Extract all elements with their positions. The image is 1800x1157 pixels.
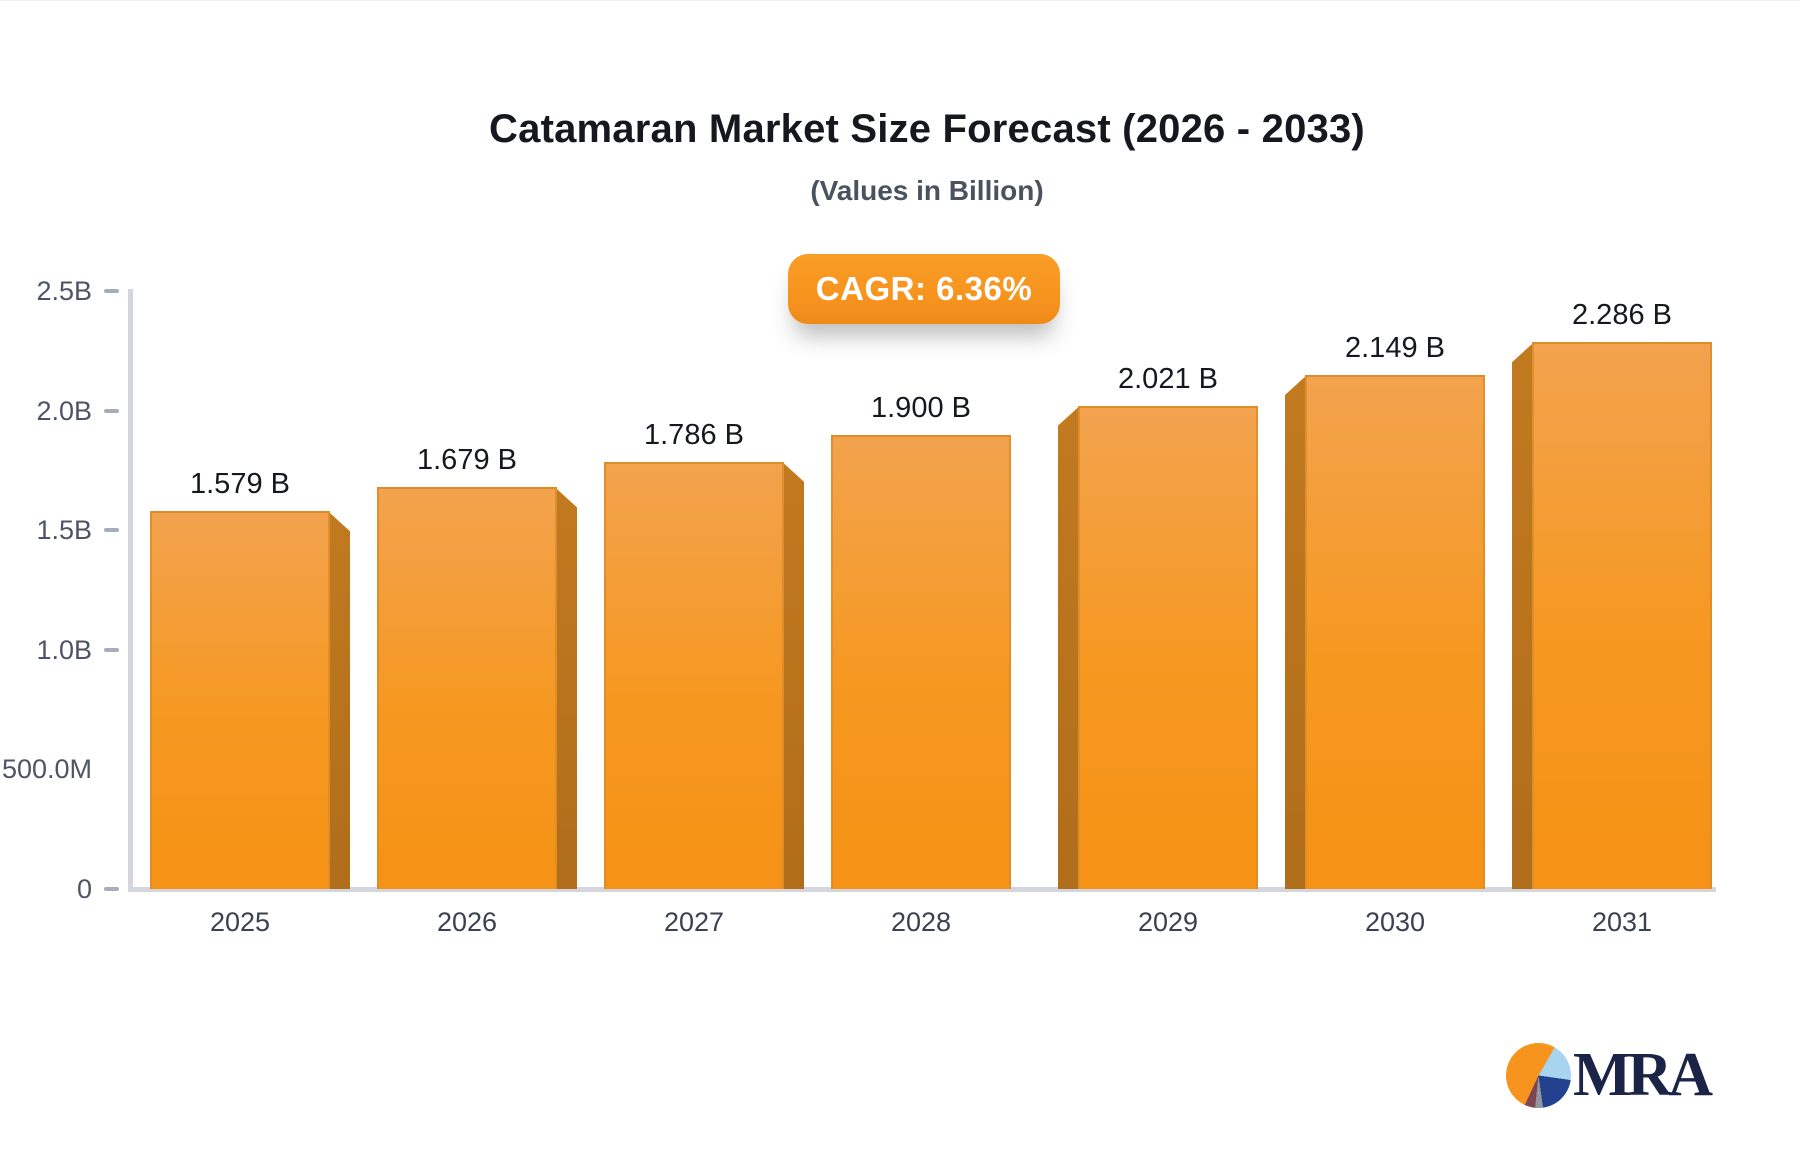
y-axis-tick-mark <box>104 887 119 891</box>
bar-2031[interactable] <box>1532 342 1712 889</box>
y-axis-tick-mark <box>104 647 119 652</box>
mra-logo: MRA <box>1506 1041 1713 1109</box>
x-axis-label: 2025 <box>209 907 271 937</box>
bar-value-label: 2.149 B <box>1345 331 1445 364</box>
bar-2026[interactable] <box>377 487 557 889</box>
chart-subtitle: (Values in Billion) <box>810 175 1044 206</box>
x-axis-label: 2028 <box>890 907 952 937</box>
logo-text: MRA <box>1573 1041 1713 1109</box>
y-axis-tick-label: 500.0M <box>1 754 92 785</box>
bar-side-face <box>1512 342 1534 889</box>
y-axis-tick-label: 1.0B <box>36 634 92 665</box>
bar-side-face <box>555 487 577 889</box>
bar-value-label: 1.679 B <box>417 444 517 477</box>
y-axis-tick-mark <box>104 528 119 533</box>
bar-2027[interactable] <box>604 461 784 889</box>
bar-2028[interactable] <box>831 434 1011 889</box>
x-axis-label: 2029 <box>1137 907 1199 937</box>
y-axis-tick-label: 1.5B <box>36 515 92 546</box>
bar-2025[interactable] <box>150 511 330 889</box>
bar-side-face <box>1058 405 1080 889</box>
bar-side-face <box>328 511 350 889</box>
y-axis-tick-label: 2.0B <box>36 395 92 426</box>
bar-side-face <box>782 461 804 889</box>
cagr-badge: CAGR: 6.36% <box>788 254 1060 324</box>
chart-title: Catamaran Market Size Forecast (2026 - 2… <box>489 107 1365 151</box>
bar-value-label: 2.286 B <box>1572 299 1672 332</box>
y-axis-tick-label: 0 <box>76 874 92 904</box>
bar-value-label: 1.579 B <box>190 468 290 501</box>
bar-side-face <box>1285 374 1307 889</box>
y-axis-tick-label: 2.5B <box>36 276 92 306</box>
bar-2030[interactable] <box>1305 374 1485 889</box>
x-axis-label: 2027 <box>663 907 725 937</box>
x-axis-label: 2026 <box>436 907 498 937</box>
bar-value-label: 2.021 B <box>1118 362 1218 395</box>
x-axis-label: 2030 <box>1364 907 1426 937</box>
pie-chart-icon <box>1506 1043 1571 1108</box>
x-axis-line <box>128 887 1716 892</box>
y-axis-tick-mark <box>104 408 119 413</box>
bar-2029[interactable] <box>1078 405 1258 889</box>
y-axis-tick-mark <box>104 289 119 293</box>
y-axis-line <box>128 289 133 889</box>
bar-value-label: 1.900 B <box>871 391 971 424</box>
x-axis-label: 2031 <box>1591 907 1653 937</box>
bar-value-label: 1.786 B <box>644 418 744 451</box>
